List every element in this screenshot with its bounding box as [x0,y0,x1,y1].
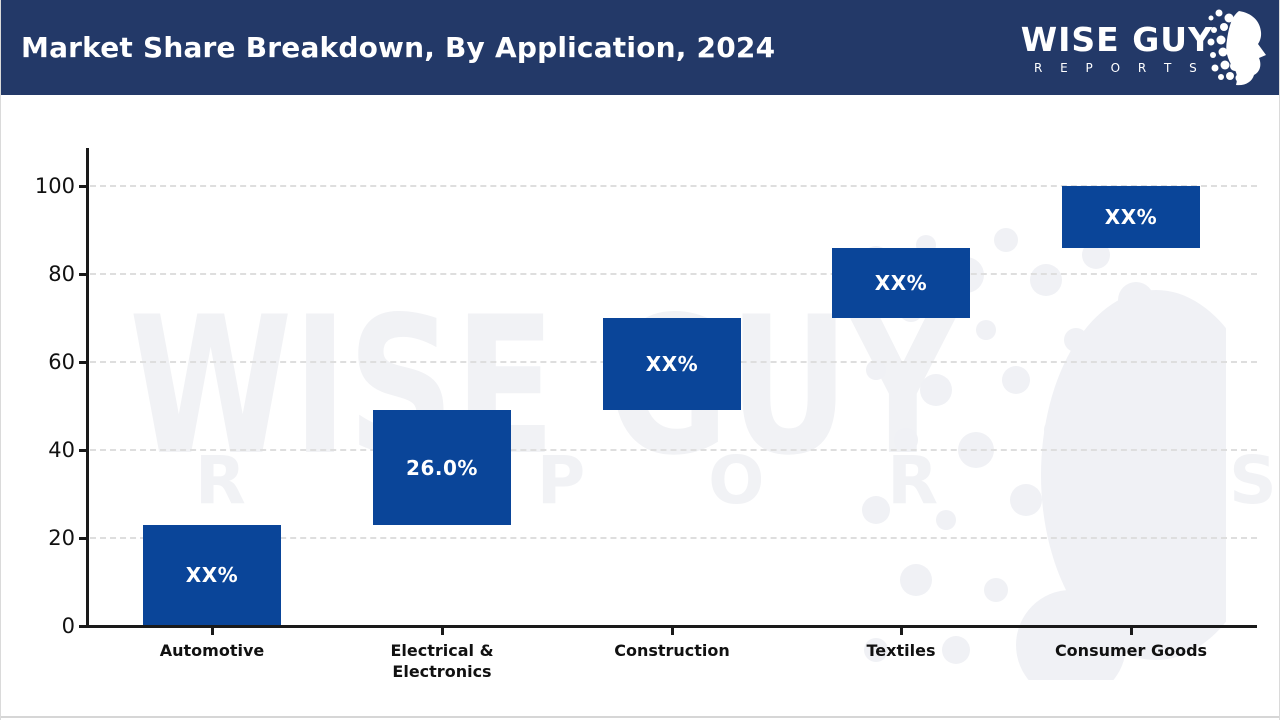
y-axis-tick-label: 0 [61,614,75,638]
y-axis-tick-label: 80 [48,262,75,286]
bar-value-label: XX% [645,352,699,377]
bar-value-label: 26.0% [406,455,478,480]
x-axis-tick-mark [1129,627,1133,635]
y-axis-tick-label: 60 [48,350,75,374]
y-axis-tick-mark [79,184,89,188]
gridline-100 [90,185,1257,187]
gridline-20 [90,537,1257,539]
brand-tagline: R E P O R T S [1033,60,1204,75]
chart-title: Market Share Breakdown, By Application, … [21,31,776,64]
y-axis-tick-label: 40 [48,438,75,462]
x-axis-category-label: Construction [614,641,730,660]
bar-construction: XX% [603,318,741,411]
x-axis-category-label: Automotive [159,641,265,660]
gridline-80 [90,273,1257,275]
brand-logo-text: WISE GUY R E P O R T S [1020,19,1213,75]
bar-consumer-goods: XX% [1062,186,1200,248]
header: Market Share Breakdown, By Application, … [1,0,1279,95]
x-axis-tick-mark [670,627,674,635]
bottom-border-line [1,716,1279,718]
y-axis-line [86,148,89,628]
x-axis-tick-mark [440,627,444,635]
bar-electrical-electronics: 26.0% [373,410,511,525]
brand-logo: WISE GUY R E P O R T S [1021,6,1271,90]
bar-value-label: XX% [874,270,928,295]
x-axis-line [86,625,1257,628]
y-axis-tick-mark [79,624,89,628]
x-axis-category-label: Consumer Goods [1054,641,1208,660]
bar-textiles: XX% [832,247,970,318]
gridline-40 [90,449,1257,451]
x-axis-category-label: Electrical & Electronics [390,641,494,681]
y-axis-tick-mark [79,536,89,540]
bar-value-label: XX% [185,563,239,588]
bar-value-label: XX% [1104,204,1158,229]
x-axis-tick-mark [210,627,214,635]
x-axis-tick-mark [899,627,903,635]
y-axis-tick-label: 100 [34,174,75,198]
brand-name: WISE GUY [1020,19,1213,59]
bar-automotive: XX% [143,524,281,626]
y-axis-tick-mark [79,360,89,364]
dotted-head-icon [1207,9,1266,86]
x-axis-category-label: Textiles [866,641,936,660]
y-axis-tick-label: 20 [48,526,75,550]
y-axis-tick-mark [79,272,89,276]
y-axis-tick-mark [79,448,89,452]
